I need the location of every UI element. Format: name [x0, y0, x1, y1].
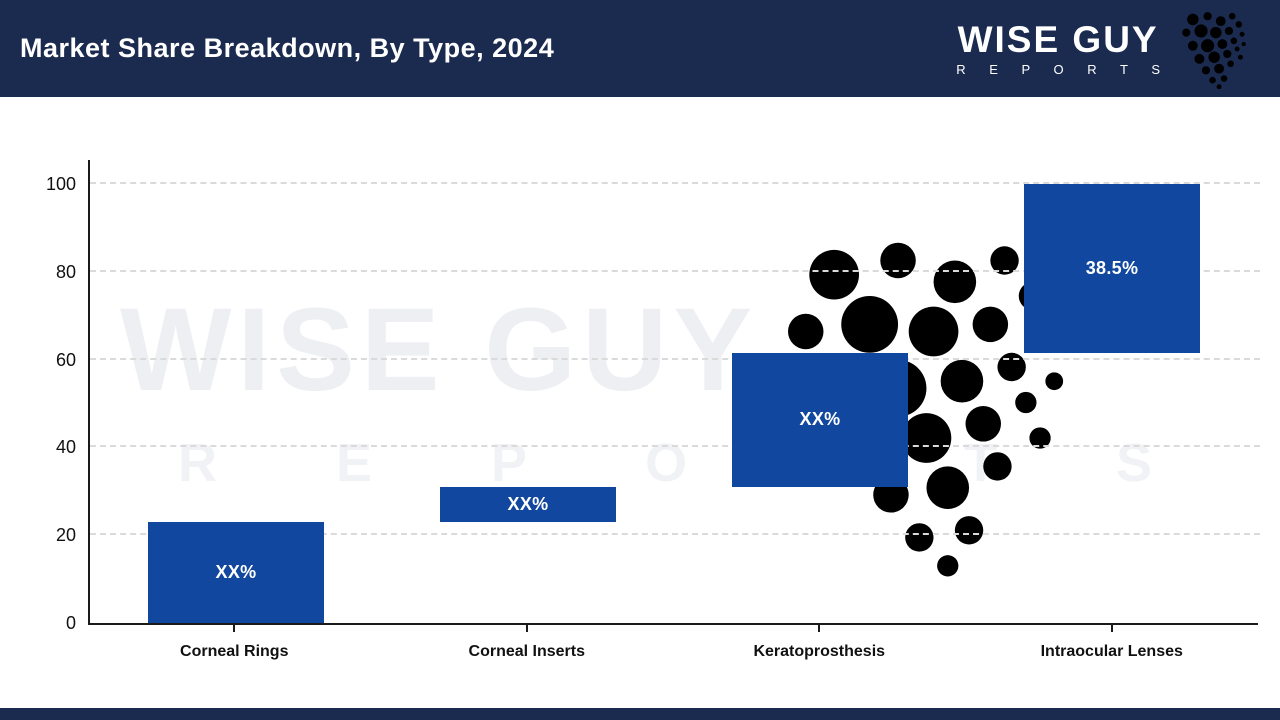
bar-value-label: XX% — [507, 493, 549, 514]
x-axis-tick — [1110, 625, 1113, 632]
x-axis-labels: Corneal Rings Corneal Inserts Keratoprosth… — [88, 643, 1258, 667]
bar-value-label: XX% — [799, 409, 841, 430]
wiseguy-head-icon — [1176, 8, 1254, 90]
gridline — [90, 445, 1260, 448]
x-category-label: Keratoprosthesis — [753, 643, 886, 660]
footer-bar — [0, 708, 1280, 720]
logo-line1: WISE GUY — [957, 18, 1159, 60]
y-tick-label: 40 — [55, 437, 76, 458]
x-axis-ticks — [88, 625, 1258, 634]
x-category-label: Corneal Rings — [180, 643, 289, 660]
y-tick-label: 60 — [55, 349, 76, 370]
bar-corneal-rings: XX% — [148, 522, 324, 623]
x-category-label: Corneal Inserts — [468, 643, 585, 660]
gridline — [90, 533, 1260, 536]
bar-value-label: 38.5% — [1085, 258, 1139, 279]
bar-value-label: XX% — [215, 562, 257, 583]
x-axis-tick — [525, 625, 528, 632]
x-category-label: Intraocular Lenses — [1040, 643, 1183, 660]
gridline — [90, 357, 1260, 360]
bar-corneal-inserts: XX% — [440, 486, 616, 523]
y-tick-label: 80 — [55, 261, 76, 282]
watermark-line1: WISE GUY — [120, 284, 759, 416]
x-axis-tick — [233, 625, 236, 632]
wiseguy-logo: WISE GUY R E P O R T S — [946, 8, 1254, 90]
x-axis-tick — [818, 625, 821, 632]
page-title: Market Share Breakdown, By Type, 2024 — [20, 33, 555, 63]
logo-line2: R E P O R T S — [956, 61, 1170, 77]
logo-text: WISE GUY R E P O R T S — [946, 21, 1170, 77]
gridline — [90, 182, 1260, 184]
bar-intraocular-lenses: 38.5% — [1024, 184, 1200, 354]
bar-keratoprosthesis: XX% — [732, 353, 908, 487]
header-bar: Market Share Breakdown, By Type, 2024 WI… — [0, 0, 1280, 97]
y-tick-label: 0 — [65, 613, 76, 633]
y-tick-label: 100 — [45, 174, 76, 194]
plot-area: XX% XX% XX% 38.5% — [88, 160, 1260, 625]
gridline — [90, 269, 1260, 272]
y-tick-label: 20 — [55, 525, 76, 546]
